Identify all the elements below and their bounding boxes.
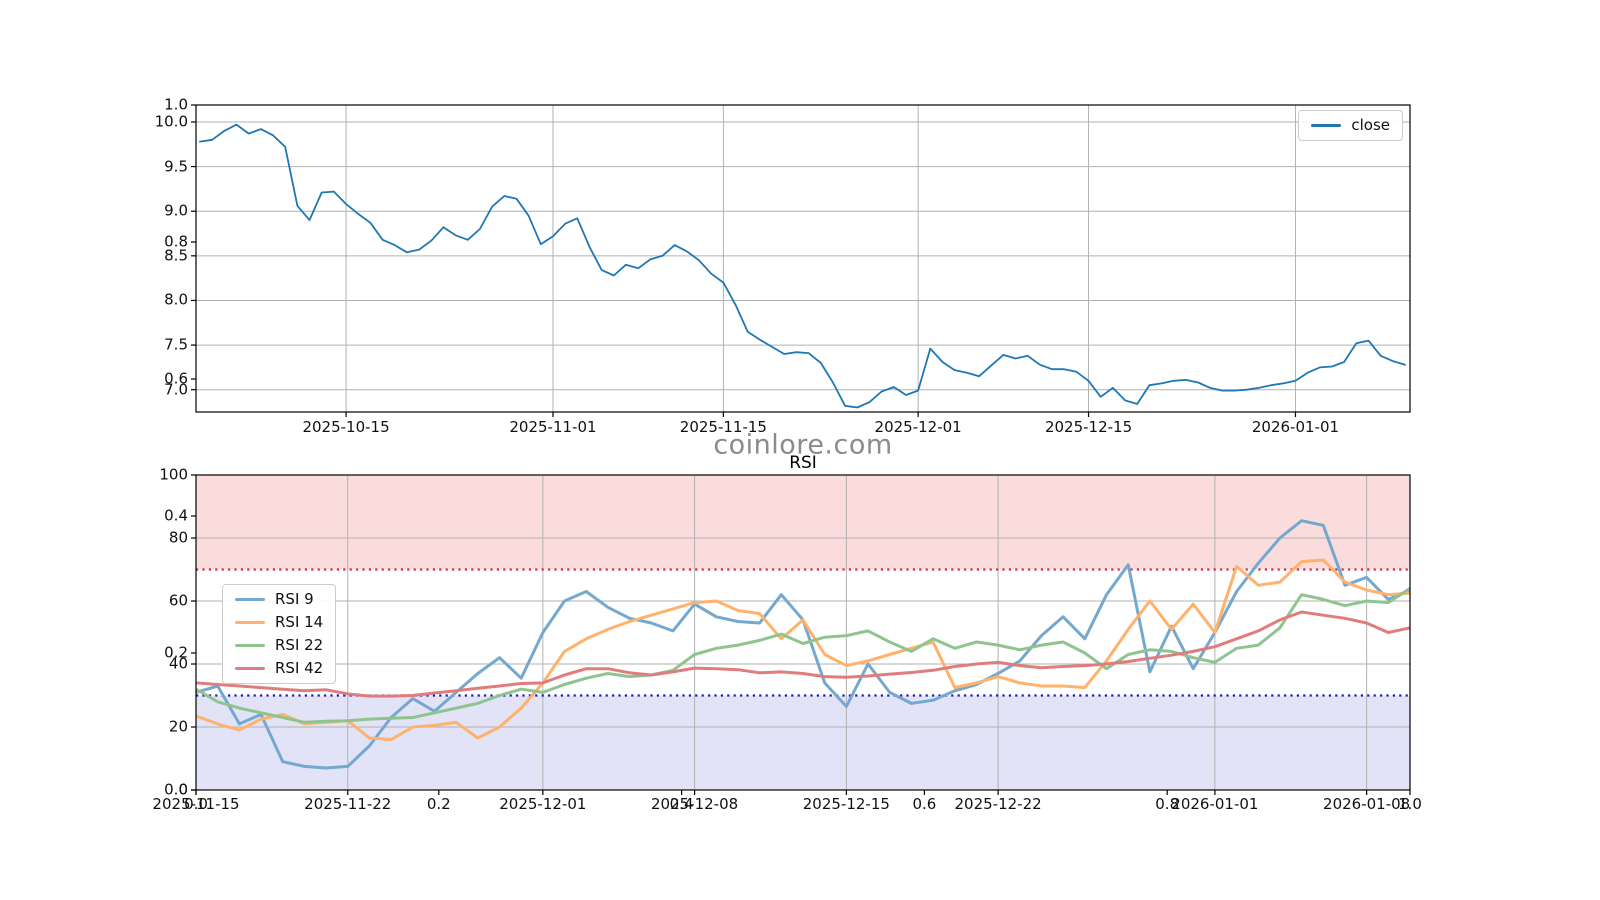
unit-x-tick-label: 0.2 (426, 795, 451, 813)
legend-row-rsi9: RSI 9 (235, 592, 323, 607)
price-y-tick-label: 9.0 (164, 201, 188, 220)
close-line (199, 123, 1406, 409)
legend-label-rsi22: RSI 22 (275, 636, 324, 654)
price-y-tick-label: 7.0 (164, 380, 188, 399)
unit-x-tick-label: 0.6 (912, 795, 937, 813)
rsi42-line-swatch (235, 667, 265, 670)
watermark: coinlore.com (713, 429, 893, 461)
rsi-x-tick-label: 2026-01-08 (1323, 795, 1411, 813)
rsi-x-tick-label: 2025-12-01 (499, 795, 587, 813)
unit-y-tick-label: 0.8 (164, 232, 188, 251)
rsi-legend: RSI 9 RSI 14 RSI 22 RSI 42 (222, 584, 337, 684)
rsi-panel-title: RSI (789, 453, 817, 473)
unit-x-tick-label: 0.8 (1155, 795, 1180, 813)
rsi-y-tick-label: 80 (168, 528, 188, 547)
legend-label-rsi42: RSI 42 (275, 659, 324, 677)
unit-y-tick-label: 0.2 (164, 643, 188, 662)
overbought-band (196, 475, 1410, 570)
rsi-x-tick-label: 2025-12-08 (651, 795, 739, 813)
rsi-x-tick-label: 2025-12-22 (954, 795, 1042, 813)
rsi22-line-swatch (235, 644, 265, 647)
unit-x-tick-label: 0.4 (669, 795, 694, 813)
rsi-42-line (196, 610, 1410, 698)
rsi-22-line (196, 586, 1410, 724)
price-y-tick-label: 8.5 (164, 246, 188, 265)
price-y-tick-label: 10.0 (154, 112, 188, 131)
rsi-y-tick-label: 60 (168, 591, 188, 610)
unit-y-tick-label: 0.0 (164, 780, 188, 799)
rsi-axes-border (195, 474, 1411, 791)
price-x-tick-label: 2025-10-15 (302, 418, 390, 436)
unit-y-tick-label: 0.6 (164, 369, 188, 388)
unit-x-tick-label: 0.0 (184, 795, 208, 813)
rsi-14-line (196, 558, 1410, 742)
legend-label-rsi14: RSI 14 (275, 613, 324, 631)
rsi-x-tick-label: 2025-11-22 (304, 795, 392, 813)
price-y-tick-label: 7.5 (164, 335, 188, 354)
rsi14-line-swatch (235, 621, 265, 624)
rsi-y-tick-label: 40 (168, 654, 188, 673)
price-y-tick-label: 9.5 (164, 157, 188, 176)
legend-label-close: close (1351, 116, 1390, 134)
price-x-tick-label: 2025-12-01 (874, 418, 962, 436)
unit-x-tick-label: 1.0 (1398, 795, 1422, 813)
price-axes-border (195, 104, 1411, 413)
price-x-tick-label: 2025-12-15 (1044, 418, 1133, 436)
legend-row-rsi42: RSI 42 (235, 661, 323, 676)
legend-label-rsi9: RSI 9 (275, 590, 314, 608)
rsi-x-tick-label: 2026-01-01 (1171, 795, 1259, 813)
price-y-tick-label: 8.0 (164, 290, 188, 309)
close-line-swatch (1311, 124, 1342, 127)
price-legend: close (1298, 110, 1403, 141)
rsi-y-tick-label: 100 (159, 465, 188, 484)
unit-y-tick-label: 1.0 (164, 95, 188, 114)
rsi-y-tick-label: 0 (178, 780, 188, 799)
legend-row-rsi14: RSI 14 (235, 615, 323, 630)
rsi-y-tick-label: 20 (168, 717, 188, 736)
rsi-x-tick-label: 2025-11-15 (152, 795, 240, 813)
legend-row-close: close (1311, 118, 1390, 133)
price-x-tick-label: 2025-11-15 (679, 418, 767, 436)
rsi-x-tick-label: 2025-12-15 (802, 795, 890, 813)
legend-row-rsi22: RSI 22 (235, 638, 323, 653)
rsi9-line-swatch (235, 598, 265, 601)
unit-y-tick-label: 0.4 (164, 506, 188, 525)
price-x-tick-label: 2025-11-01 (509, 418, 597, 436)
price-x-tick-label: 2026-01-01 (1251, 418, 1340, 436)
oversold-band (196, 695, 1410, 790)
